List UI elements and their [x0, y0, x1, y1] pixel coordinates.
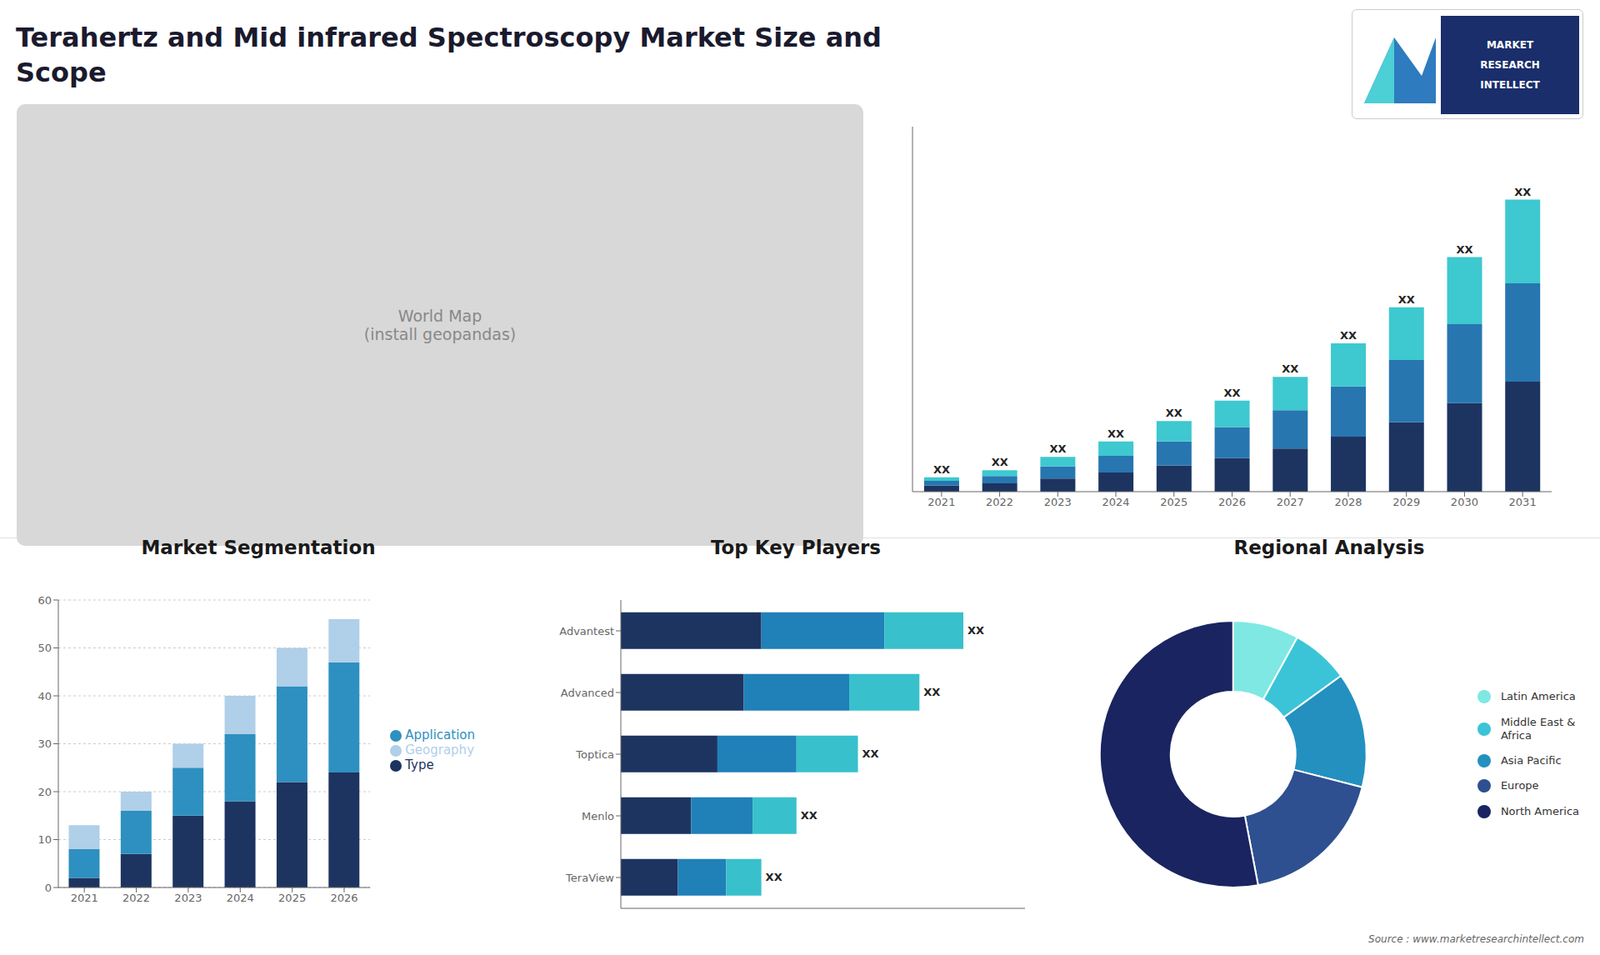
html-text:Regional Analysis: Regional Analysis [1233, 536, 1425, 559]
svg-text:30: 30 [37, 737, 52, 750]
svg-text:40: 40 [37, 690, 52, 703]
svg-text:2025: 2025 [1160, 495, 1188, 509]
svg-text:2022: 2022 [122, 891, 150, 905]
svg-text:XX: XX [862, 747, 880, 760]
html-text:Type: Type [405, 757, 434, 773]
html-text:RESEARCH: RESEARCH [1480, 59, 1540, 71]
svg-text:2030: 2030 [1450, 495, 1479, 509]
svg-text:Advanced: Advanced [560, 686, 615, 700]
html-text:Terahertz and Mid infrared Spe: Terahertz and Mid infrared Spectroscopy … [15, 21, 882, 88]
svg-text:XX: XX [1455, 243, 1473, 256]
html-text:INTELLECT: INTELLECT [1480, 79, 1540, 91]
svg-text:2021: 2021 [70, 891, 99, 905]
svg-text:2025: 2025 [278, 891, 306, 905]
html-text:Source : www.marketresearchint: Source : www.marketresearchintellect.com [1368, 933, 1585, 945]
html-text:Market Segmentation: Market Segmentation [141, 536, 376, 559]
svg-text:Menlo: Menlo [581, 810, 615, 823]
svg-text:2028: 2028 [1334, 495, 1362, 509]
svg-text:Toptica: Toptica [575, 748, 615, 761]
svg-text:XX: XX [967, 624, 985, 637]
svg-text:2026: 2026 [330, 891, 358, 905]
html-text:Application: Application [405, 727, 475, 743]
svg-text:XX: XX [1281, 362, 1299, 375]
svg-text:XX: XX [1049, 442, 1066, 455]
svg-text:XX: XX [991, 455, 1009, 469]
svg-text:XX: XX [923, 685, 940, 699]
svg-text:2023: 2023 [174, 891, 202, 905]
svg-text:10: 10 [37, 833, 52, 846]
svg-text:XX: XX [765, 870, 783, 884]
svg-text:2027: 2027 [1276, 495, 1305, 509]
svg-text:2024: 2024 [226, 891, 255, 905]
svg-text:20: 20 [37, 785, 52, 799]
html-text:MARKET: MARKET [1486, 39, 1534, 51]
svg-text:Advantest: Advantest [559, 625, 615, 638]
html-text:Europe: Europe [1500, 779, 1539, 792]
svg-text:XX: XX [1340, 329, 1357, 342]
svg-text:XX: XX [1165, 406, 1183, 420]
svg-text:XX: XX [800, 809, 818, 822]
svg-text:2031: 2031 [1509, 495, 1537, 509]
svg-text:XX: XX [1398, 293, 1415, 306]
html-text:Geography: Geography [405, 742, 475, 758]
svg-text:0: 0 [45, 881, 52, 895]
html-text:North America: North America [1500, 804, 1580, 818]
svg-text:50: 50 [37, 641, 52, 655]
svg-text:XX: XX [1107, 427, 1125, 440]
svg-text:2026: 2026 [1218, 495, 1246, 509]
svg-text:2024: 2024 [1101, 495, 1130, 509]
html-text:World Map (install geopandas): World Map (install geopandas) [364, 306, 516, 344]
svg-text:2021: 2021 [927, 495, 955, 509]
svg-text:TeraView: TeraView [565, 871, 615, 885]
svg-text:60: 60 [37, 594, 52, 607]
html-text:Latin America: Latin America [1500, 690, 1576, 703]
html-text:Middle East & Africa: Middle East & Africa [1500, 715, 1576, 742]
svg-text:2029: 2029 [1392, 495, 1420, 509]
html-text:Asia Pacific: Asia Pacific [1500, 754, 1562, 767]
html-text:Top Key Players: Top Key Players [710, 536, 881, 559]
svg-text:XX: XX [933, 463, 950, 476]
svg-text:XX: XX [1224, 386, 1241, 400]
svg-text:2022: 2022 [985, 495, 1014, 509]
svg-text:XX: XX [1514, 185, 1531, 199]
svg-text:2023: 2023 [1044, 495, 1072, 509]
